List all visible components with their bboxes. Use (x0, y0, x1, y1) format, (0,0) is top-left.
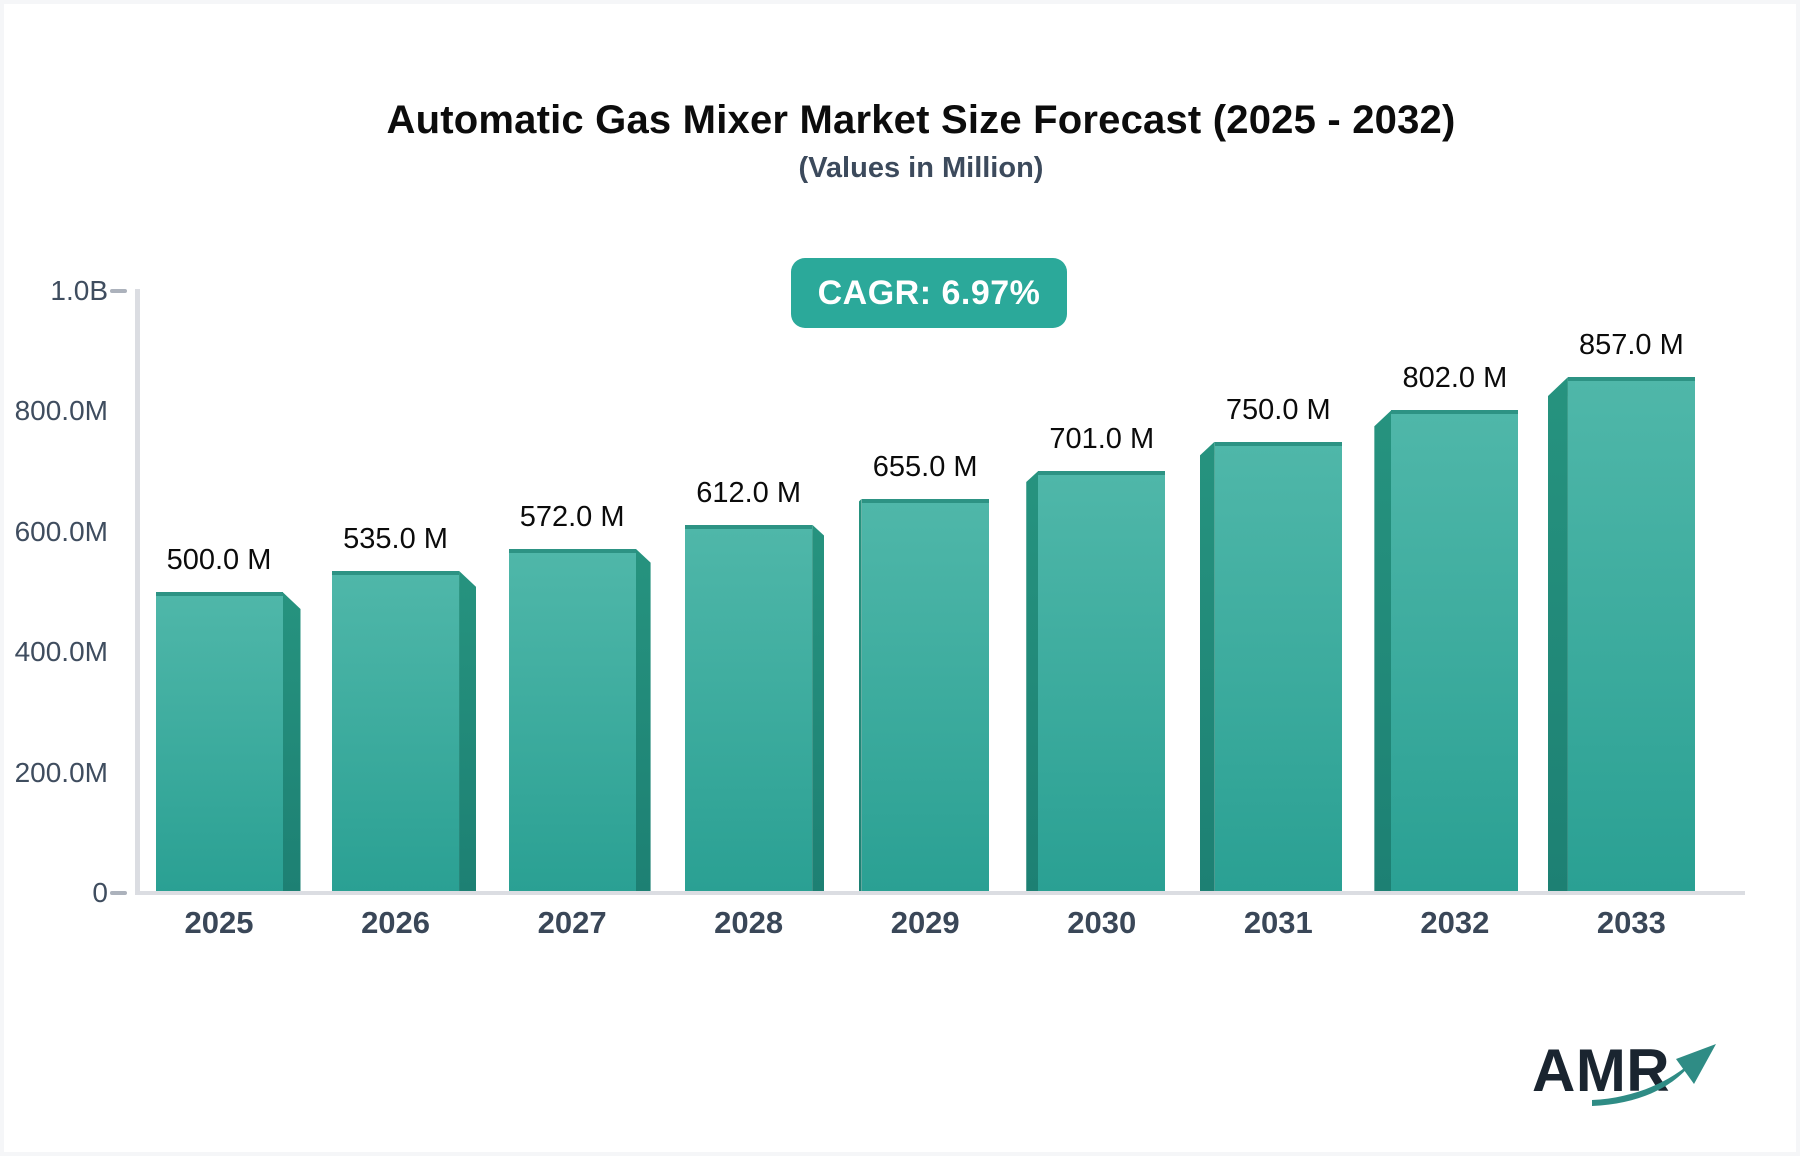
x-axis-label-2028: 2028 (714, 905, 784, 940)
chart-title: Automatic Gas Mixer Market Size Forecast… (386, 98, 1456, 142)
growth-arrow-icon (1592, 1044, 1716, 1106)
bar-2033 (1567, 377, 1695, 893)
bar-value-label-2026: 535.0 M (343, 522, 448, 555)
bar-side-face-2028 (812, 524, 825, 893)
chart-subtitle: (Values in Million) (798, 152, 1044, 184)
bar-side-face-2026 (459, 570, 477, 893)
x-axis-label-2030: 2030 (1067, 905, 1137, 940)
y-axis-tick-label: 400.0M (14, 636, 108, 668)
x-axis-label-2032: 2032 (1420, 905, 1490, 940)
bar-side-face-2031 (1199, 441, 1215, 893)
bar-side-face-2027 (635, 548, 651, 893)
bar-value-label-2029: 655.0 M (872, 450, 978, 483)
bar-value-label-2032: 802.0 M (1402, 362, 1508, 395)
y-axis-tick-label: 800.0M (14, 395, 108, 427)
y-axis-tick-mark (110, 891, 127, 895)
y-axis-line (135, 289, 140, 895)
bar-2027 (508, 548, 636, 893)
bar-value-label-2033: 857.0 M (1578, 329, 1684, 362)
y-axis-tick-label: 200.0M (14, 756, 108, 788)
bar-value-label-2030: 701.0 M (1049, 422, 1155, 455)
bar-2028 (685, 524, 813, 893)
bar-side-face-2032 (1374, 410, 1392, 893)
x-axis-label-2033: 2033 (1596, 905, 1666, 940)
y-axis-tick-label: 0 (92, 877, 108, 908)
bar-side-face-2029 (858, 498, 862, 893)
y-axis-tick-mark (110, 289, 127, 293)
x-axis-label-2031: 2031 (1243, 905, 1313, 940)
x-axis-label-2026: 2026 (361, 905, 431, 940)
bar-2031 (1214, 441, 1342, 893)
bar-2029 (861, 498, 989, 893)
bar-2032 (1391, 410, 1519, 893)
bar-2030 (1038, 470, 1166, 893)
x-axis-baseline (135, 891, 1745, 895)
bar-side-face-2033 (1547, 377, 1568, 893)
x-axis-label-2029: 2029 (890, 905, 960, 940)
bar-side-face-2030 (1026, 470, 1039, 893)
y-axis-tick-label: 1.0B (50, 275, 108, 306)
bar-value-label-2025: 500.0 M (166, 544, 272, 576)
x-axis-label-2025: 2025 (184, 905, 254, 940)
bar-value-label-2027: 572.0 M (519, 500, 625, 533)
cagr-badge: CAGR: 6.97% (791, 258, 1067, 328)
bar-2026 (332, 570, 460, 893)
bar-2025 (155, 592, 283, 893)
x-axis-label-2027: 2027 (537, 905, 607, 940)
bar-side-face-2025 (282, 592, 301, 893)
bar-value-label-2028: 612.0 M (696, 476, 802, 509)
y-axis-tick-label: 600.0M (14, 515, 108, 547)
bar-value-label-2031: 750.0 M (1225, 393, 1331, 426)
amr-logo: AMR (1532, 1036, 1722, 1116)
